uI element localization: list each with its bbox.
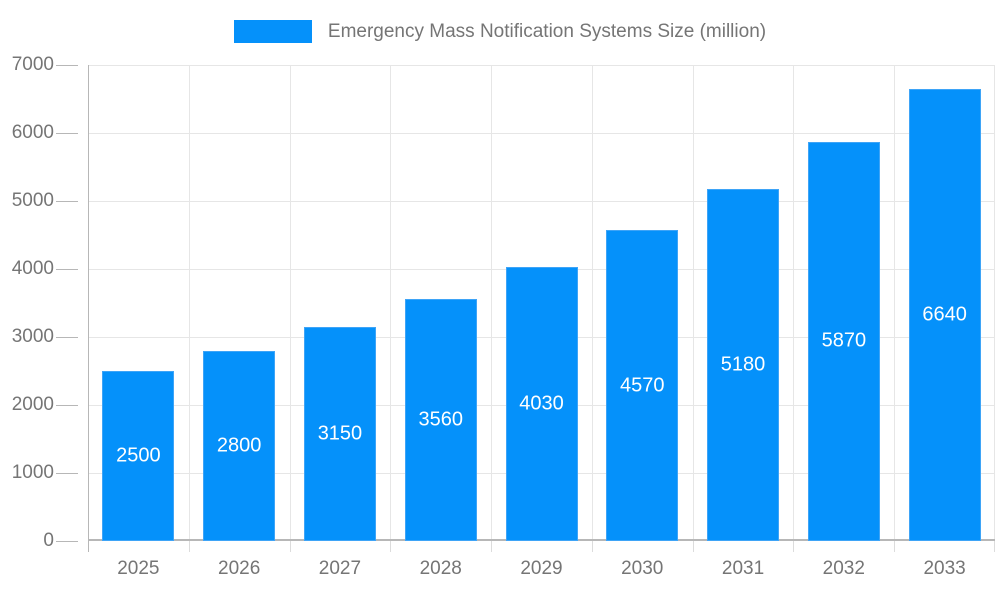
gridline-vertical [793, 65, 795, 541]
bar-value-label: 2500 [116, 444, 161, 467]
gridline-horizontal [88, 200, 995, 202]
x-tick-mark [692, 541, 694, 552]
gridline-vertical [289, 65, 291, 541]
y-tick-label: 1000 [11, 462, 54, 483]
y-tick-mark [56, 472, 78, 474]
gridline-vertical [894, 65, 896, 541]
legend-swatch [233, 20, 312, 43]
y-tick-mark [56, 64, 78, 66]
bar-value-label: 2800 [216, 434, 262, 457]
x-tick-label: 2028 [419, 558, 462, 579]
bar[interactable]: 3560 [404, 298, 477, 541]
gridline-vertical [188, 65, 190, 541]
y-tick-mark [56, 132, 78, 134]
bar-value-label: 5180 [720, 353, 766, 376]
y-tick-label: 5000 [11, 190, 54, 211]
gridline-vertical [994, 65, 995, 541]
x-tick-mark [289, 541, 291, 552]
x-tick-mark [793, 541, 795, 552]
y-tick-label: 6000 [11, 122, 54, 143]
gridline-vertical [591, 65, 593, 541]
bar-value-label: 5870 [821, 329, 867, 352]
x-tick-label: 2032 [822, 558, 865, 579]
bar[interactable]: 3150 [303, 326, 376, 541]
y-tick-mark [56, 540, 78, 542]
bar[interactable]: 4570 [606, 230, 679, 541]
y-tick-label: 4000 [11, 258, 54, 279]
y-tick-mark [56, 336, 78, 338]
x-tick-mark [894, 541, 896, 552]
x-tick-mark [591, 541, 593, 552]
legend-label: Emergency Mass Notification Systems Size… [327, 20, 767, 42]
y-tick-label: 7000 [11, 54, 54, 75]
gridline-vertical [390, 65, 392, 541]
gridline-vertical [491, 65, 493, 541]
bar-value-label: 6640 [922, 303, 967, 326]
legend[interactable]: Emergency Mass Notification Systems Size… [0, 20, 1000, 43]
y-tick-label: 3000 [11, 326, 54, 347]
gridline-horizontal [88, 64, 995, 66]
bar[interactable]: 5870 [807, 141, 880, 541]
x-tick-mark [994, 541, 995, 552]
x-tick-mark [188, 541, 190, 552]
bar[interactable]: 2500 [102, 371, 175, 541]
bar-value-label: 4030 [519, 392, 564, 415]
x-tick-label: 2025 [117, 558, 160, 579]
x-tick-label: 2031 [721, 558, 765, 579]
bar-value-label: 3150 [317, 422, 363, 445]
bar[interactable]: 5180 [707, 188, 780, 541]
x-tick-label: 2027 [318, 558, 362, 579]
y-tick-label: 0 [43, 530, 54, 551]
bar[interactable]: 6640 [908, 89, 981, 541]
bar[interactable]: 2800 [203, 350, 276, 541]
bar[interactable]: 4030 [505, 266, 578, 541]
bar-value-label: 3560 [418, 408, 463, 431]
y-tick-mark [56, 268, 78, 270]
bar-value-label: 4570 [620, 374, 665, 397]
plot-area: 0 1000 2000 3000 4000 5000 6000 7000 2500 2025 280… [12, 54, 995, 579]
x-tick-label: 2026 [218, 558, 261, 579]
x-tick-mark [491, 541, 493, 552]
x-tick-label: 2030 [621, 558, 664, 579]
x-tick-label: 2033 [923, 558, 966, 579]
y-axis-line [88, 65, 89, 552]
y-tick-mark [56, 200, 78, 202]
gridline-horizontal [88, 132, 995, 134]
x-tick-mark [390, 541, 392, 552]
gridline-vertical [692, 65, 694, 541]
x-tick-label: 2029 [520, 558, 563, 579]
y-tick-label: 2000 [11, 394, 54, 415]
y-tick-mark [56, 404, 78, 406]
